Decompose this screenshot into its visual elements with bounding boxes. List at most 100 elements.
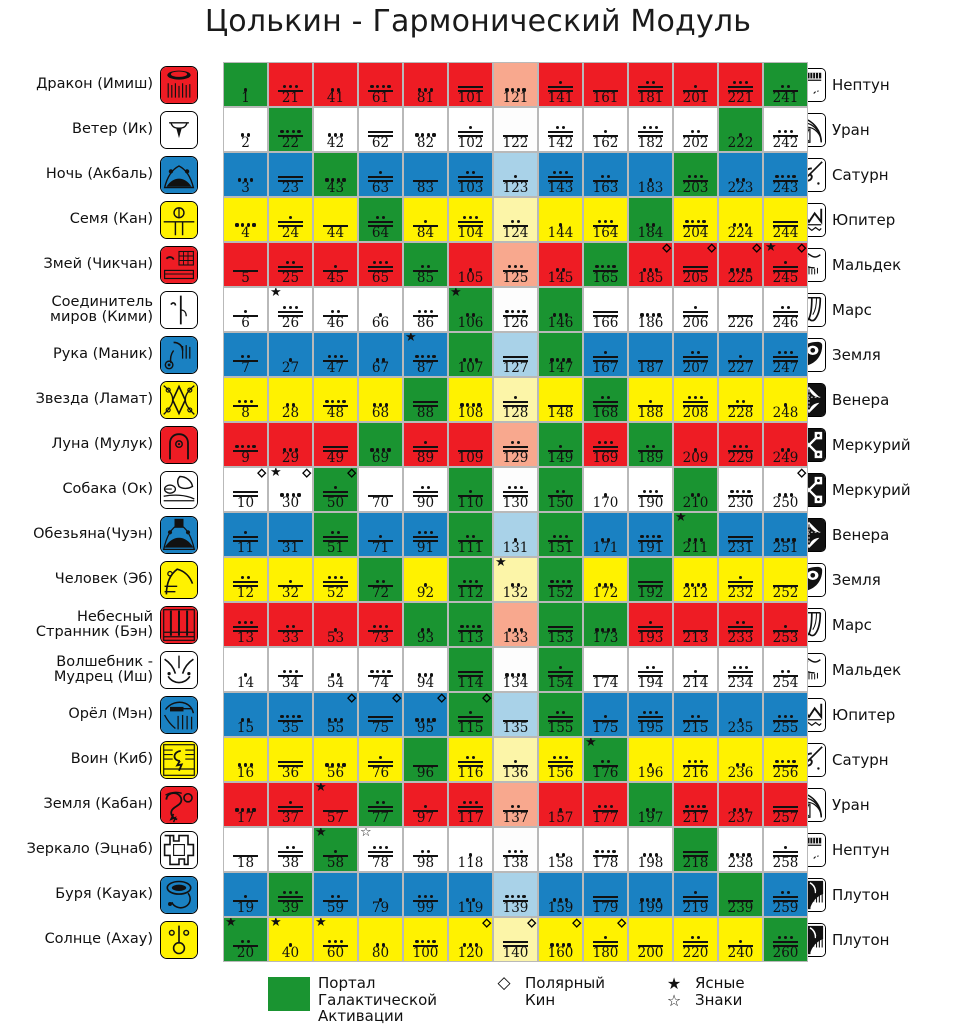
kin-cell[interactable]: 82 [403,107,448,152]
kin-cell[interactable]: 102 [448,107,493,152]
kin-cell[interactable]: 255 [763,692,808,737]
kin-cell[interactable]: 144 [538,197,583,242]
kin-cell[interactable]: ★ 211 [673,512,718,557]
kin-cell[interactable]: 188 [628,377,673,422]
kin-cell[interactable]: 177 [583,782,628,827]
kin-cell[interactable]: 128 [493,377,538,422]
kin-cell[interactable]: 73 [358,602,403,647]
kin-cell[interactable]: 189 [628,422,673,467]
kin-cell[interactable]: 5 [223,242,268,287]
kin-cell[interactable]: 247 [763,332,808,377]
kin-cell[interactable]: 170 [583,467,628,512]
kin-cell[interactable]: 234 [718,647,763,692]
kin-cell[interactable]: 25 [268,242,313,287]
kin-cell[interactable]: 236 [718,737,763,782]
kin-cell[interactable]: 43 [313,152,358,197]
kin-cell[interactable]: 169 [583,422,628,467]
kin-cell[interactable]: 76 [358,737,403,782]
kin-cell[interactable]: 84 [403,197,448,242]
kin-cell[interactable]: 147 [538,332,583,377]
kin-cell[interactable]: 186 [628,287,673,332]
kin-cell[interactable]: 111 [448,512,493,557]
kin-cell[interactable]: 230 [718,467,763,512]
kin-cell[interactable]: ◇ 250 [763,467,808,512]
kin-cell[interactable]: 194 [628,647,673,692]
kin-cell[interactable]: 118 [448,827,493,872]
kin-cell[interactable]: 238 [718,827,763,872]
kin-cell[interactable]: 257 [763,782,808,827]
kin-cell[interactable]: 113 [448,602,493,647]
kin-cell[interactable]: 77 [358,782,403,827]
kin-cell[interactable]: ★ ◇ 245 [763,242,808,287]
kin-cell[interactable]: 248 [763,377,808,422]
kin-cell[interactable]: ☆ 78 [358,827,403,872]
kin-cell[interactable]: ★ 58 [313,827,358,872]
kin-cell[interactable]: 184 [628,197,673,242]
kin-cell[interactable]: 136 [493,737,538,782]
kin-cell[interactable]: ★ 26 [268,287,313,332]
kin-cell[interactable]: 110 [448,467,493,512]
kin-cell[interactable]: 171 [583,512,628,557]
kin-cell[interactable]: 181 [628,62,673,107]
kin-cell[interactable]: 166 [583,287,628,332]
kin-cell[interactable]: 242 [763,107,808,152]
kin-cell[interactable]: 202 [673,107,718,152]
kin-cell[interactable]: 126 [493,287,538,332]
kin-cell[interactable]: 175 [583,692,628,737]
kin-cell[interactable]: 94 [403,647,448,692]
kin-cell[interactable]: ★ 87 [403,332,448,377]
kin-cell[interactable]: 45 [313,242,358,287]
kin-cell[interactable]: 97 [403,782,448,827]
kin-cell[interactable]: ◇ 10 [223,467,268,512]
kin-cell[interactable]: 33 [268,602,313,647]
kin-cell[interactable]: 117 [448,782,493,827]
kin-cell[interactable]: ◇ 225 [718,242,763,287]
kin-cell[interactable]: 156 [538,737,583,782]
kin-cell[interactable]: 150 [538,467,583,512]
kin-cell[interactable]: 22 [268,107,313,152]
kin-cell[interactable]: 83 [403,152,448,197]
kin-cell[interactable]: 92 [403,557,448,602]
kin-cell[interactable]: 204 [673,197,718,242]
kin-cell[interactable]: 183 [628,152,673,197]
kin-cell[interactable]: 11 [223,512,268,557]
kin-cell[interactable]: 152 [538,557,583,602]
kin-cell[interactable]: 88 [403,377,448,422]
kin-cell[interactable]: 123 [493,152,538,197]
kin-cell[interactable]: 48 [313,377,358,422]
kin-cell[interactable]: 36 [268,737,313,782]
kin-cell[interactable]: 46 [313,287,358,332]
kin-cell[interactable]: 114 [448,647,493,692]
kin-cell[interactable]: 209 [673,422,718,467]
kin-cell[interactable]: ★ 106 [448,287,493,332]
kin-cell[interactable]: 121 [493,62,538,107]
kin-cell[interactable]: 79 [358,872,403,917]
kin-cell[interactable]: 61 [358,62,403,107]
kin-cell[interactable]: 240 [718,917,763,962]
kin-cell[interactable]: 199 [628,872,673,917]
kin-cell[interactable]: 239 [718,872,763,917]
kin-cell[interactable]: 28 [268,377,313,422]
kin-cell[interactable]: 213 [673,602,718,647]
kin-cell[interactable]: 143 [538,152,583,197]
kin-cell[interactable]: 233 [718,602,763,647]
kin-cell[interactable]: ◇ 75 [358,692,403,737]
kin-cell[interactable]: 107 [448,332,493,377]
kin-cell[interactable]: 174 [583,647,628,692]
kin-cell[interactable]: 228 [718,377,763,422]
kin-cell[interactable]: 31 [268,512,313,557]
kin-cell[interactable]: 66 [358,287,403,332]
kin-cell[interactable]: 54 [313,647,358,692]
kin-cell[interactable]: 116 [448,737,493,782]
kin-cell[interactable]: 193 [628,602,673,647]
kin-cell[interactable]: 51 [313,512,358,557]
kin-cell[interactable]: 251 [763,512,808,557]
kin-cell[interactable]: 64 [358,197,403,242]
kin-cell[interactable]: 29 [268,422,313,467]
kin-cell[interactable]: 219 [673,872,718,917]
kin-cell[interactable]: 217 [673,782,718,827]
kin-cell[interactable]: 201 [673,62,718,107]
kin-cell[interactable]: ◇ 95 [403,692,448,737]
kin-cell[interactable]: 222 [718,107,763,152]
kin-cell[interactable]: 35 [268,692,313,737]
